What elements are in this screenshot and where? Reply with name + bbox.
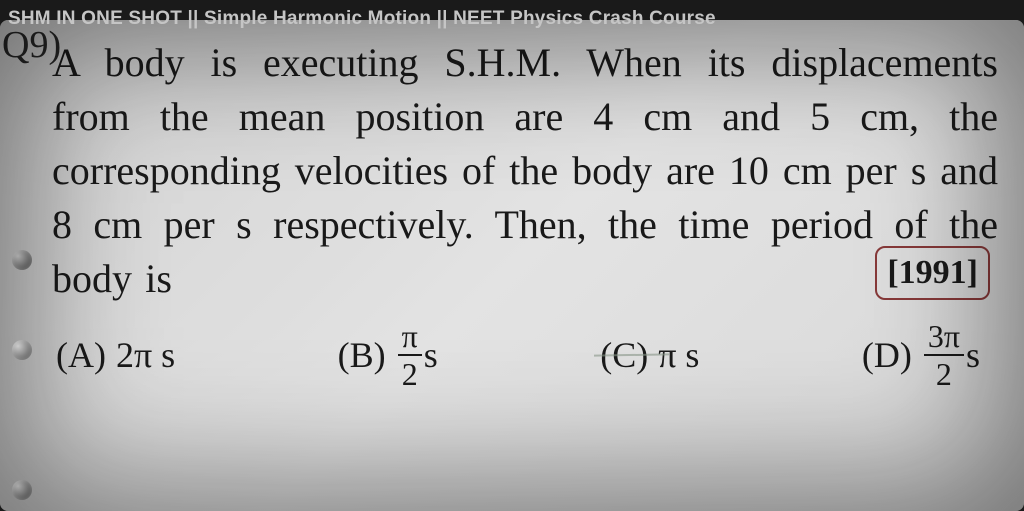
option-b-value: π 2 s bbox=[396, 320, 438, 390]
option-a-label: (A) bbox=[56, 334, 106, 376]
option-b-fraction: π 2 bbox=[398, 320, 422, 390]
option-a: (A) 2π s bbox=[56, 334, 175, 376]
option-d-label: (D) bbox=[862, 334, 912, 376]
option-a-value: 2π s bbox=[116, 334, 175, 376]
option-d-suffix: s bbox=[966, 334, 980, 376]
option-d: (D) 3π 2 s bbox=[862, 320, 980, 390]
options-row: (A) 2π s (B) π 2 s (C) π s (D) bbox=[52, 320, 998, 390]
option-c-value: π s bbox=[658, 334, 699, 376]
option-d-value: 3π 2 s bbox=[922, 320, 980, 390]
option-c: (C) π s bbox=[600, 334, 699, 376]
video-frame: SHM IN ONE SHOT || Simple Harmonic Motio… bbox=[0, 0, 1024, 511]
decorative-dot bbox=[12, 480, 32, 500]
option-b: (B) π 2 s bbox=[338, 320, 438, 390]
option-b-num: π bbox=[398, 320, 422, 356]
option-b-den: 2 bbox=[398, 356, 422, 390]
option-d-den: 2 bbox=[932, 356, 956, 390]
option-b-suffix: s bbox=[424, 334, 438, 376]
option-c-label: (C) bbox=[600, 334, 648, 376]
decorative-dot bbox=[12, 250, 32, 270]
question-content: A body is executing S.H.M. When its disp… bbox=[52, 40, 998, 301]
option-d-fraction: 3π 2 bbox=[924, 320, 964, 390]
option-b-label: (B) bbox=[338, 334, 386, 376]
question-paper: Q9) A body is executing S.H.M. When its … bbox=[0, 20, 1024, 511]
question-text: A body is executing S.H.M. When its disp… bbox=[52, 36, 998, 306]
decorative-dot bbox=[12, 340, 32, 360]
year-tag: [1991] bbox=[875, 246, 990, 300]
video-title-overlay: SHM IN ONE SHOT || Simple Harmonic Motio… bbox=[8, 8, 716, 30]
option-d-num: 3π bbox=[924, 320, 964, 356]
